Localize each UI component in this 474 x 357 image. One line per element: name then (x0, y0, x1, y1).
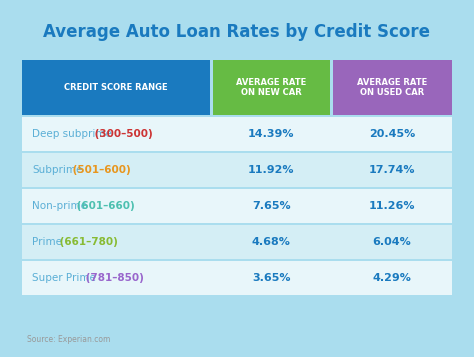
Text: (300–500): (300–500) (91, 129, 152, 139)
Text: 11.26%: 11.26% (369, 201, 415, 211)
Text: 17.74%: 17.74% (369, 165, 415, 175)
Bar (22, 225, 452, 259)
Text: (501–600): (501–600) (69, 165, 130, 175)
Text: 6.04%: 6.04% (373, 237, 411, 247)
Text: Subprime: Subprime (32, 165, 82, 175)
Bar (22, 116, 452, 151)
Text: 4.68%: 4.68% (252, 237, 291, 247)
Text: 3.65%: 3.65% (252, 273, 291, 283)
Text: Super Prime: Super Prime (32, 273, 96, 283)
Text: 20.45%: 20.45% (369, 129, 415, 139)
Text: Non-prime: Non-prime (32, 201, 87, 211)
Text: Deep subprime: Deep subprime (32, 129, 112, 139)
Text: CREDIT SCORE RANGE: CREDIT SCORE RANGE (64, 83, 168, 92)
Bar (213, 60, 330, 115)
Bar (22, 261, 452, 295)
Text: Average Auto Loan Rates by Credit Score: Average Auto Loan Rates by Credit Score (44, 23, 430, 41)
Bar (22, 152, 452, 187)
Text: (601–660): (601–660) (73, 201, 135, 211)
Text: Prime: Prime (32, 237, 62, 247)
Text: 4.29%: 4.29% (373, 273, 411, 283)
Bar (22, 60, 210, 115)
Text: AVERAGE RATE
ON NEW CAR: AVERAGE RATE ON NEW CAR (236, 78, 307, 97)
Text: 11.92%: 11.92% (248, 165, 295, 175)
Text: 7.65%: 7.65% (252, 201, 291, 211)
Text: (781–850): (781–850) (82, 273, 144, 283)
Text: 14.39%: 14.39% (248, 129, 295, 139)
Text: Source: Experian.com: Source: Experian.com (27, 335, 110, 343)
Text: AVERAGE RATE
ON USED CAR: AVERAGE RATE ON USED CAR (357, 78, 428, 97)
Bar (333, 60, 452, 115)
Bar (22, 188, 452, 223)
Text: (661–780): (661–780) (56, 237, 118, 247)
